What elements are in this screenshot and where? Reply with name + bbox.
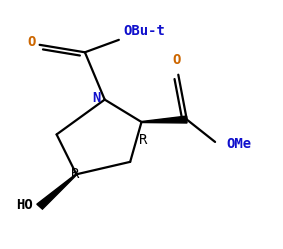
Text: R: R [71, 167, 79, 181]
Text: OBu-t: OBu-t [123, 24, 165, 38]
Text: R: R [139, 133, 147, 147]
Polygon shape [37, 174, 77, 209]
Text: O: O [27, 35, 35, 49]
Polygon shape [142, 116, 187, 123]
Text: OMe: OMe [226, 137, 252, 151]
Text: HO: HO [16, 198, 33, 212]
Text: O: O [173, 53, 181, 67]
Text: N: N [92, 91, 100, 105]
